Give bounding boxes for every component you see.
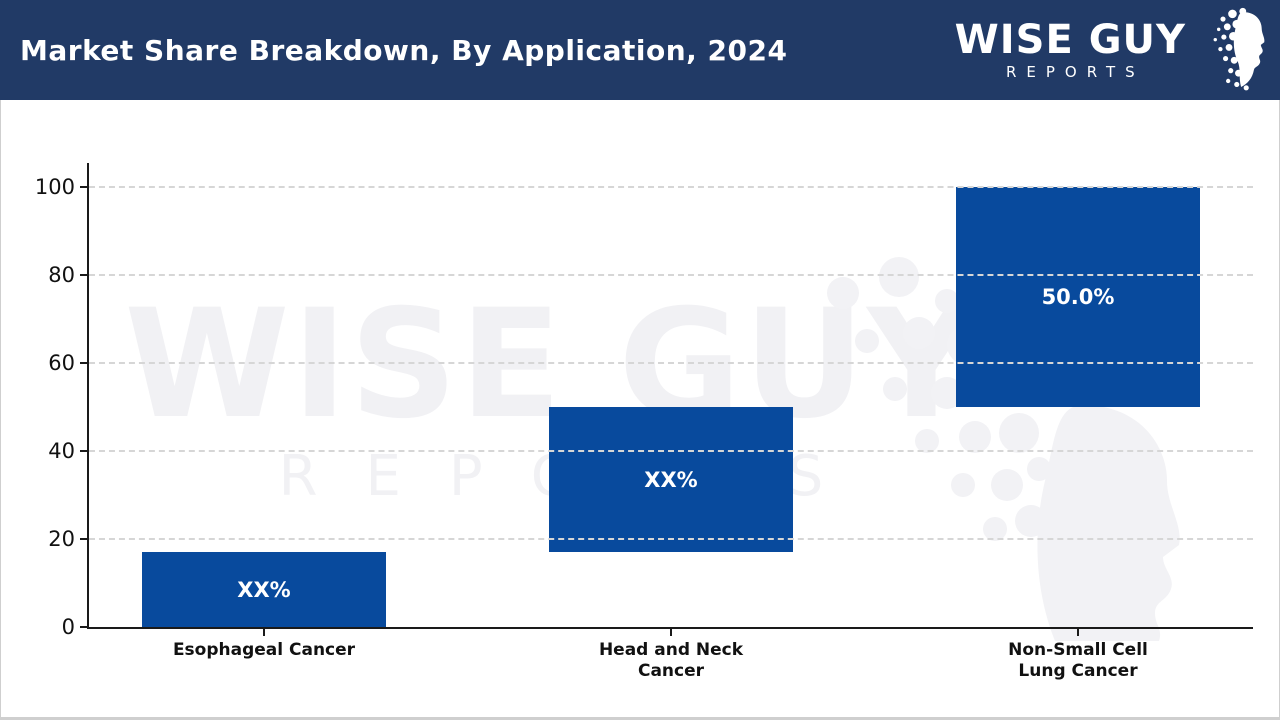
x-category-label: Head and Neck Cancer [598,640,744,681]
y-tick-mark [80,186,89,188]
bar-segment [549,407,793,553]
y-tick-mark [80,274,89,276]
bar-segment [142,552,386,627]
gridline-40 [89,450,1253,452]
bar-segment [956,187,1200,407]
y-tick-mark [80,450,89,452]
gridline-100 [89,186,1253,188]
x-axis-line [89,627,1253,629]
y-tick-label: 0 [61,615,75,639]
bar-value-label: XX% [644,467,698,492]
y-tick-label: 80 [48,263,75,287]
y-tick-mark [80,538,89,540]
y-tick-label: 100 [34,175,75,199]
y-tick-mark [80,626,89,628]
bar-value-label: 50.0% [1041,285,1115,309]
page-title: Market Share Breakdown, By Application, … [20,33,788,67]
x-tick-mark [263,629,265,636]
chart-area: WISE GUY REPORTS 020406080100XX%XX%50.0%… [0,100,1280,720]
y-tick-label: 40 [48,439,75,463]
logo-wordmark: WISE GUY [954,17,1186,63]
logo-subtitle: REPORTS [1005,63,1145,81]
logo-text: WISE GUY REPORTS [955,19,1186,81]
y-tick-mark [80,362,89,364]
x-tick-mark [670,629,672,636]
x-category-label: Esophageal Cancer [172,640,356,660]
y-tick-label: 60 [48,351,75,375]
gridline-80 [89,274,1253,276]
dot-face-logo-icon [1213,7,1265,91]
bar-value-label: XX% [237,577,291,602]
y-axis-line [87,163,89,629]
gridline-60 [89,362,1253,364]
wise-guy-reports-logo: WISE GUY REPORTS [955,4,1266,96]
gridline-20 [89,538,1253,540]
header-bar: Market Share Breakdown, By Application, … [0,0,1280,100]
y-tick-label: 20 [48,527,75,551]
x-tick-mark [1077,629,1079,636]
x-category-label: Non-Small Cell Lung Cancer [1008,640,1148,681]
